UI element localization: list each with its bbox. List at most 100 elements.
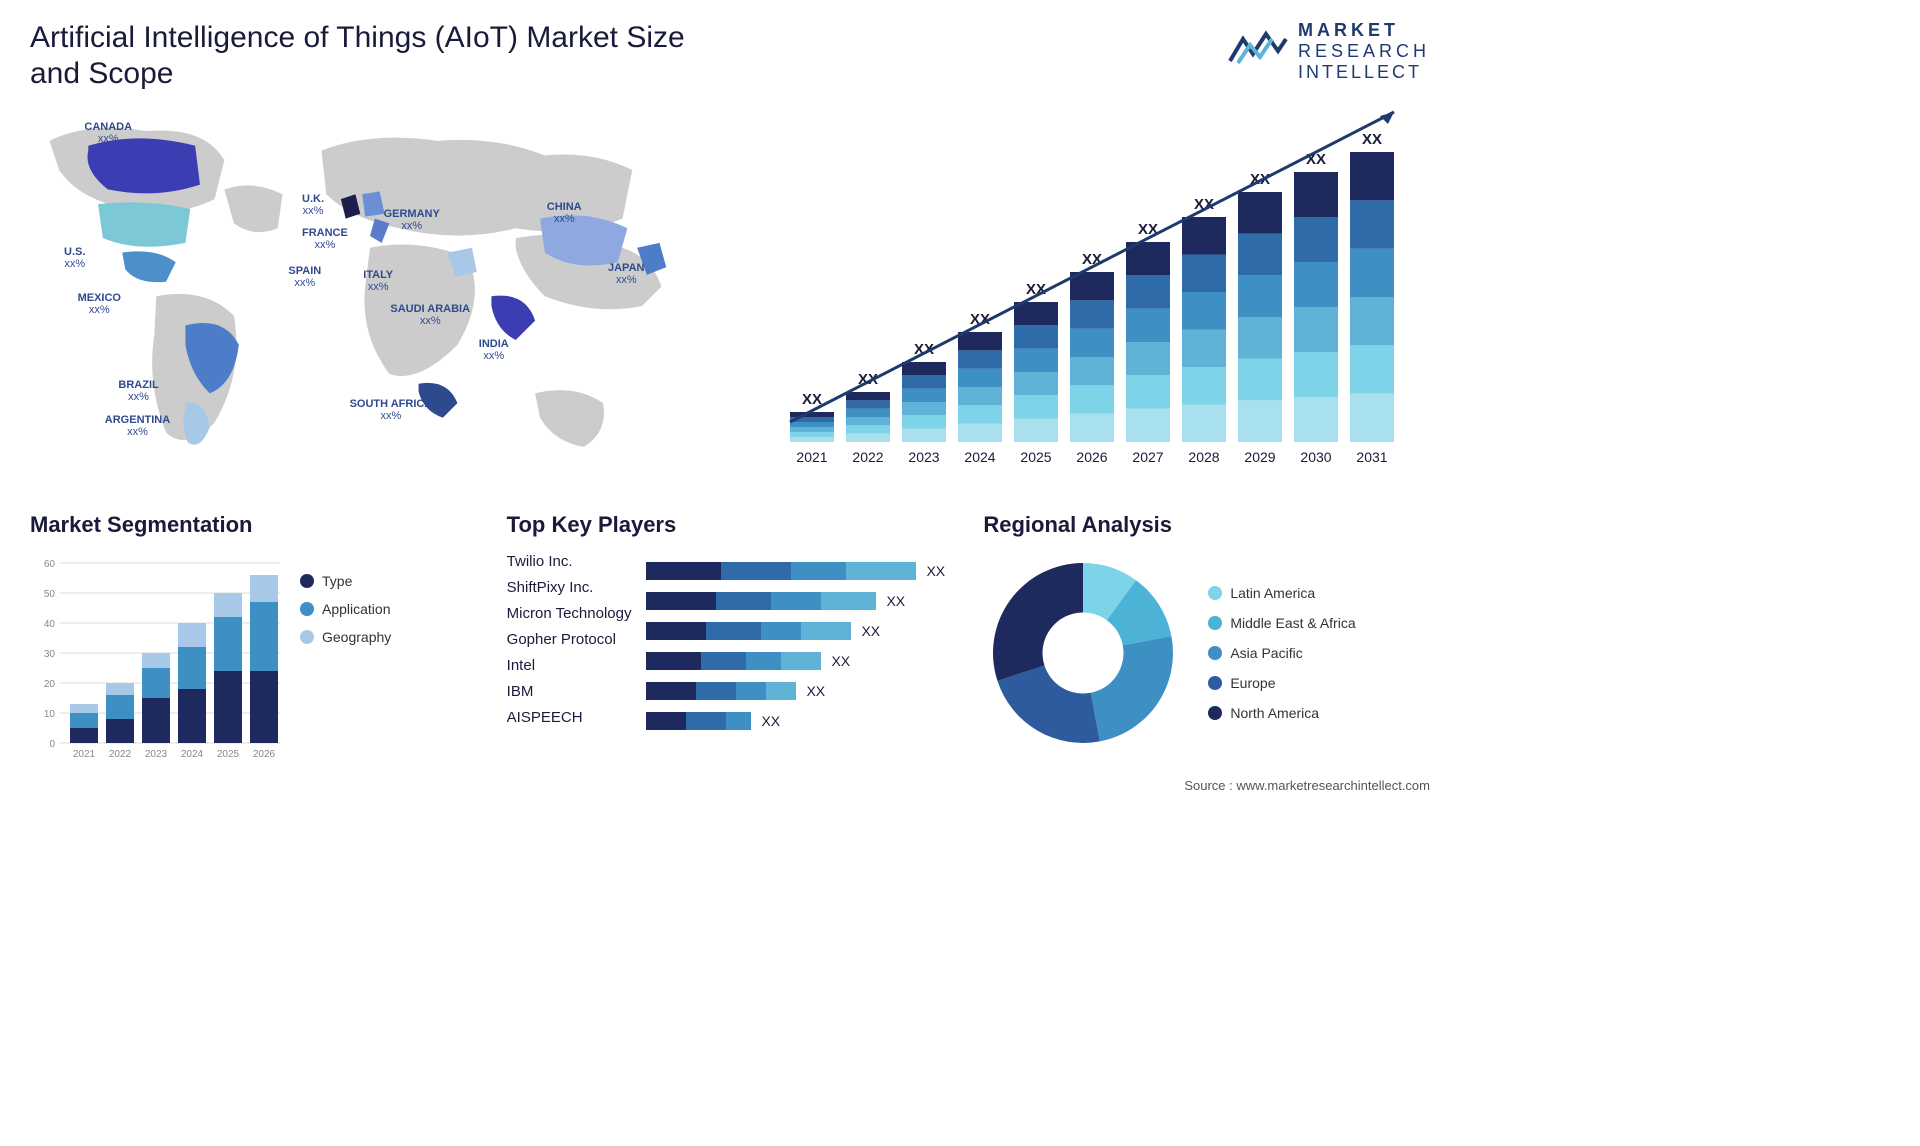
growth-bar-segment <box>846 425 890 433</box>
player-value-label: XX <box>761 713 780 729</box>
growth-year-label: 2025 <box>1020 449 1051 465</box>
page-title: Artificial Intelligence of Things (AIoT)… <box>30 20 730 92</box>
player-bar <box>646 712 751 730</box>
players-panel: Top Key Players Twilio Inc.ShiftPixy Inc… <box>507 512 954 731</box>
legend-dot-icon <box>300 602 314 616</box>
player-bar-segment <box>646 682 696 700</box>
map-label-china: CHINAxx% <box>547 201 582 225</box>
growth-bar-segment <box>1014 395 1058 418</box>
growth-bar-segment <box>1182 330 1226 368</box>
seg-bar-segment <box>178 647 206 689</box>
map-label-mexico: MEXICOxx% <box>78 292 121 316</box>
seg-bar-segment <box>250 575 278 602</box>
donut-slice <box>1091 636 1173 741</box>
map-label-u-k-: U.K.xx% <box>302 193 324 217</box>
growth-bar-segment <box>1350 345 1394 393</box>
legend-dot-icon <box>1208 646 1222 660</box>
player-bar-segment <box>766 682 796 700</box>
player-name: Twilio Inc. <box>507 553 632 570</box>
seg-bar-segment <box>178 689 206 743</box>
growth-bar-segment <box>1294 172 1338 217</box>
regional-legend-item: Asia Pacific <box>1208 645 1355 661</box>
player-value-label: XX <box>861 623 880 639</box>
player-bar-segment <box>686 712 726 730</box>
regional-legend-label: Latin America <box>1230 585 1315 601</box>
player-bar <box>646 622 851 640</box>
player-bar-segment <box>736 682 766 700</box>
regional-title: Regional Analysis <box>983 512 1430 538</box>
player-bar-segment <box>696 682 736 700</box>
player-value-label: XX <box>831 653 850 669</box>
seg-bar-segment <box>142 668 170 698</box>
seg-ytick: 40 <box>44 619 56 630</box>
growth-bar-segment <box>1182 292 1226 330</box>
growth-bar-segment <box>1070 300 1114 328</box>
growth-bar-segment <box>790 427 834 432</box>
growth-bar-segment <box>1238 275 1282 317</box>
player-bar-row: XX <box>646 651 953 671</box>
seg-bar-segment <box>250 602 278 671</box>
logo-line1: MARKET <box>1298 20 1430 41</box>
growth-bar-segment <box>846 409 890 417</box>
growth-bar-segment <box>1350 249 1394 297</box>
source-text: Source : www.marketresearchintellect.com <box>30 778 1430 793</box>
growth-bar-segment <box>902 402 946 415</box>
map-label-argentina: ARGENTINAxx% <box>105 414 170 438</box>
seg-bar-segment <box>70 728 98 743</box>
world-map-panel: CANADAxx%U.S.xx%MEXICOxx%BRAZILxx%ARGENT… <box>30 102 710 482</box>
regional-legend-label: North America <box>1230 705 1319 721</box>
player-bar-row: XX <box>646 711 953 731</box>
player-value-label: XX <box>806 683 825 699</box>
growth-bar-segment <box>846 392 890 400</box>
player-value-label: XX <box>886 593 905 609</box>
growth-bar-segment <box>1350 152 1394 200</box>
growth-year-label: 2024 <box>964 449 995 465</box>
growth-bar-segment <box>1350 297 1394 345</box>
seg-xtick: 2021 <box>73 749 96 760</box>
segmentation-title: Market Segmentation <box>30 512 477 538</box>
growth-bar-segment <box>1238 400 1282 442</box>
top-row: CANADAxx%U.S.xx%MEXICOxx%BRAZILxx%ARGENT… <box>30 102 1430 482</box>
seg-bar-segment <box>214 593 242 617</box>
growth-bar-segment <box>902 362 946 375</box>
player-bar-segment <box>771 592 821 610</box>
seg-bar-segment <box>214 617 242 671</box>
growth-bar-segment <box>902 429 946 442</box>
growth-bar-segment <box>1070 329 1114 357</box>
regional-legend-item: Europe <box>1208 675 1355 691</box>
map-label-italy: ITALYxx% <box>363 269 393 293</box>
logo-text: MARKET RESEARCH INTELLECT <box>1298 20 1430 83</box>
map-label-saudi-arabia: SAUDI ARABIAxx% <box>390 303 470 327</box>
seg-bar-segment <box>178 623 206 647</box>
growth-bar-segment <box>846 400 890 408</box>
segmentation-legend: TypeApplicationGeography <box>300 573 391 645</box>
donut-slice <box>998 666 1100 743</box>
growth-bar-segment <box>1126 375 1170 408</box>
legend-dot-icon <box>1208 616 1222 630</box>
regional-legend-label: Asia Pacific <box>1230 645 1302 661</box>
growth-year-label: 2026 <box>1076 449 1107 465</box>
growth-bar-segment <box>958 350 1002 368</box>
seg-legend-item: Application <box>300 601 391 617</box>
seg-xtick: 2024 <box>181 749 204 760</box>
legend-dot-icon <box>1208 586 1222 600</box>
legend-dot-icon <box>300 574 314 588</box>
player-bar-segment <box>646 712 686 730</box>
player-bar-segment <box>646 652 701 670</box>
growth-bar-segment <box>1070 414 1114 442</box>
growth-bar-segment <box>790 432 834 437</box>
player-bar-segment <box>646 622 706 640</box>
growth-bar-segment <box>1294 307 1338 352</box>
segmentation-panel: Market Segmentation 01020304050602021202… <box>30 512 477 763</box>
header: Artificial Intelligence of Things (AIoT)… <box>30 20 1430 92</box>
growth-bar-segment <box>1070 385 1114 413</box>
player-bar-segment <box>846 562 916 580</box>
player-bar <box>646 682 796 700</box>
growth-bar-segment <box>958 387 1002 405</box>
growth-bar-segment <box>902 415 946 428</box>
seg-ytick: 30 <box>44 649 56 660</box>
player-bar <box>646 652 821 670</box>
logo-line3: INTELLECT <box>1298 62 1430 83</box>
regional-panel: Regional Analysis Latin AmericaMiddle Ea… <box>983 512 1430 753</box>
player-bar-segment <box>726 712 751 730</box>
